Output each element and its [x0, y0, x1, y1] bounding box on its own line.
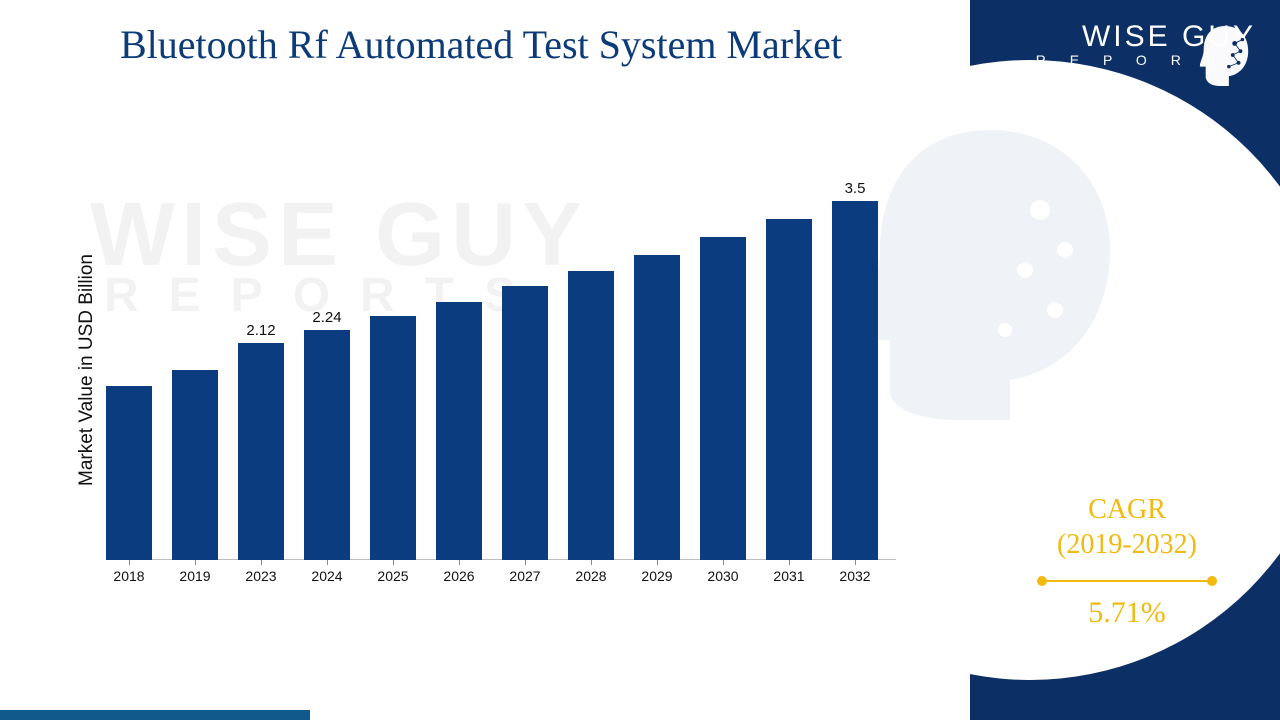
cagr-value: 5.71% [1022, 596, 1232, 630]
bar [766, 219, 812, 560]
bar [172, 370, 218, 560]
x-tick-label: 2028 [561, 568, 621, 584]
x-tick-label: 2029 [627, 568, 687, 584]
x-tick-label: 2025 [363, 568, 423, 584]
x-tick-label: 2032 [825, 568, 885, 584]
x-tick-label: 2018 [99, 568, 159, 584]
x-tick-label: 2031 [759, 568, 819, 584]
x-tick-mark [657, 560, 658, 565]
x-tick-mark [129, 560, 130, 565]
cagr-title-line1: CAGR [1088, 494, 1166, 525]
x-tick-mark [261, 560, 262, 565]
bar [832, 201, 878, 560]
bar [436, 302, 482, 560]
x-tick-mark [789, 560, 790, 565]
cagr-divider [1042, 580, 1212, 582]
bar [106, 386, 152, 560]
bar [370, 316, 416, 560]
bottom-accent-bar [0, 710, 310, 720]
bar [700, 237, 746, 560]
bar [304, 330, 350, 560]
x-tick-label: 2019 [165, 568, 225, 584]
y-axis-label: Market Value in USD Billion [76, 210, 98, 530]
bar-value-label: 2.24 [297, 309, 357, 326]
x-tick-label: 2024 [297, 568, 357, 584]
x-tick-mark [195, 560, 196, 565]
x-tick-label: 2030 [693, 568, 753, 584]
cagr-title: CAGR (2019-2032) [1022, 492, 1232, 562]
ai-head-icon [1196, 24, 1254, 88]
bar [502, 286, 548, 560]
bar [568, 271, 614, 560]
x-tick-label: 2027 [495, 568, 555, 584]
x-tick-mark [459, 560, 460, 565]
cagr-title-line2: (2019-2032) [1057, 529, 1197, 560]
x-tick-mark [393, 560, 394, 565]
x-tick-label: 2026 [429, 568, 489, 584]
bar-value-label: 3.5 [825, 180, 885, 197]
x-tick-label: 2023 [231, 568, 291, 584]
x-tick-mark [327, 560, 328, 565]
x-tick-mark [723, 560, 724, 565]
x-tick-mark [525, 560, 526, 565]
bar-plot: 201820192.1220232.2420242025202620272028… [106, 150, 896, 560]
bar [634, 255, 680, 560]
cagr-box: CAGR (2019-2032) 5.71% [1022, 492, 1232, 630]
chart-title: Bluetooth Rf Automated Test System Marke… [120, 22, 842, 68]
bar-value-label: 2.12 [231, 322, 291, 339]
x-tick-mark [855, 560, 856, 565]
brand-logo: WISE GUY R E P O R T S [1036, 20, 1256, 68]
bar [238, 343, 284, 560]
x-tick-mark [591, 560, 592, 565]
chart-area: Market Value in USD Billion 201820192.12… [76, 150, 896, 610]
